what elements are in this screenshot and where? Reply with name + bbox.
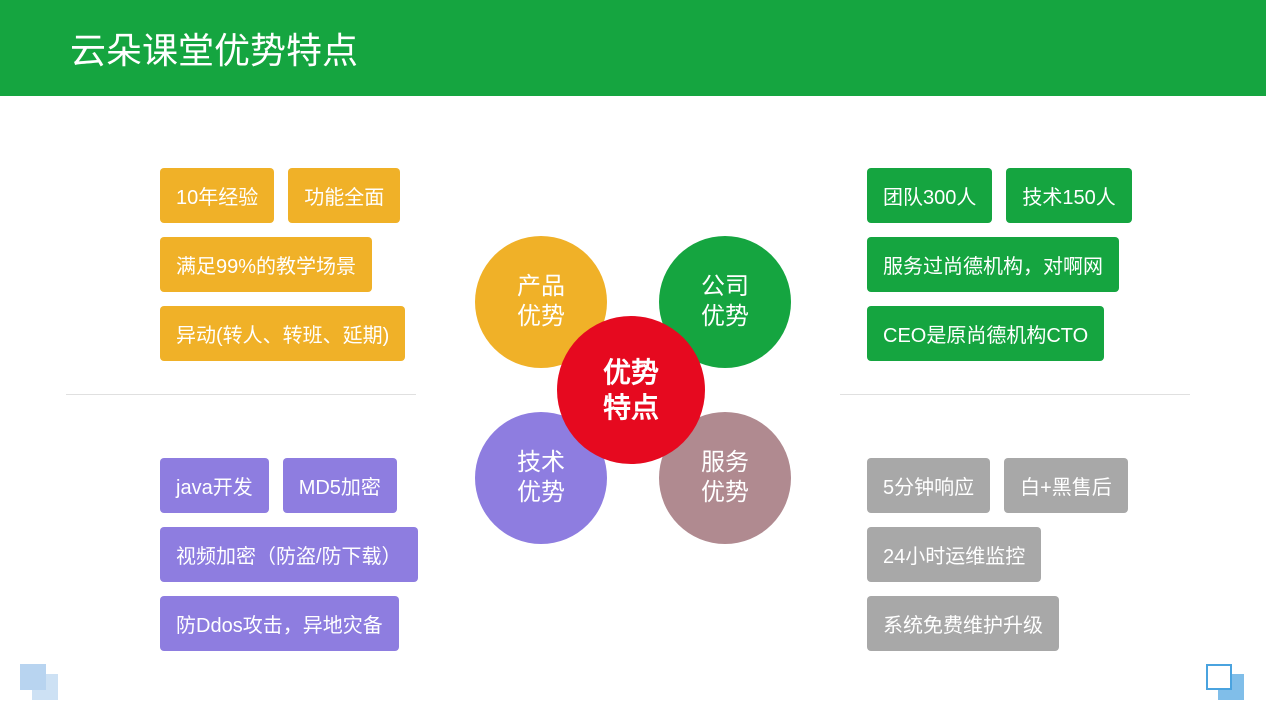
tag-bottom-right-3: 系统免费维护升级	[867, 596, 1059, 651]
tag-group-service: 5分钟响应白+黑售后 24小时运维监控系统免费维护升级	[867, 458, 1147, 651]
tag-top-left-0: 10年经验	[160, 168, 274, 223]
tag-bottom-left-3: 防Ddos攻击，异地灾备	[160, 596, 399, 651]
center-circle-label: 优势特点	[603, 355, 659, 425]
tag-bottom-right-1: 白+黑售后	[1004, 458, 1128, 513]
center-circle: 优势特点	[557, 316, 705, 464]
tag-bottom-right-0: 5分钟响应	[867, 458, 990, 513]
deco-icon-left	[20, 664, 60, 700]
tag-bottom-left-2: 视频加密（防盗/防下载）	[160, 527, 418, 582]
tag-top-left-1: 功能全面	[288, 168, 400, 223]
tag-top-right-2: 服务过尚德机构，对啊网	[867, 237, 1119, 292]
slide-title: 云朵课堂优势特点	[70, 22, 358, 74]
circle-diagram: 产品优势公司优势技术优势服务优势 优势特点	[475, 236, 795, 556]
tag-top-left-2: 满足99%的教学场景	[160, 237, 372, 292]
tag-top-right-3: CEO是原尚德机构CTO	[867, 306, 1104, 361]
slide-header: 云朵课堂优势特点	[0, 0, 1266, 96]
divider-right	[840, 394, 1190, 395]
divider-left	[66, 394, 416, 395]
tag-bottom-right-2: 24小时运维监控	[867, 527, 1041, 582]
tag-bottom-left-0: java开发	[160, 458, 269, 513]
tag-bottom-left-1: MD5加密	[283, 458, 397, 513]
deco-icon-right	[1206, 664, 1246, 700]
tag-top-right-0: 团队300人	[867, 168, 992, 223]
tag-group-company: 团队300人技术150人服务过尚德机构，对啊网 CEO是原尚德机构CTO	[867, 168, 1147, 361]
slide-content: 10年经验功能全面满足99%的教学场景异动(转人、转班、延期) 团队300人技术…	[0, 96, 1266, 706]
tag-top-right-1: 技术150人	[1006, 168, 1131, 223]
tag-top-left-3: 异动(转人、转班、延期)	[160, 306, 405, 361]
